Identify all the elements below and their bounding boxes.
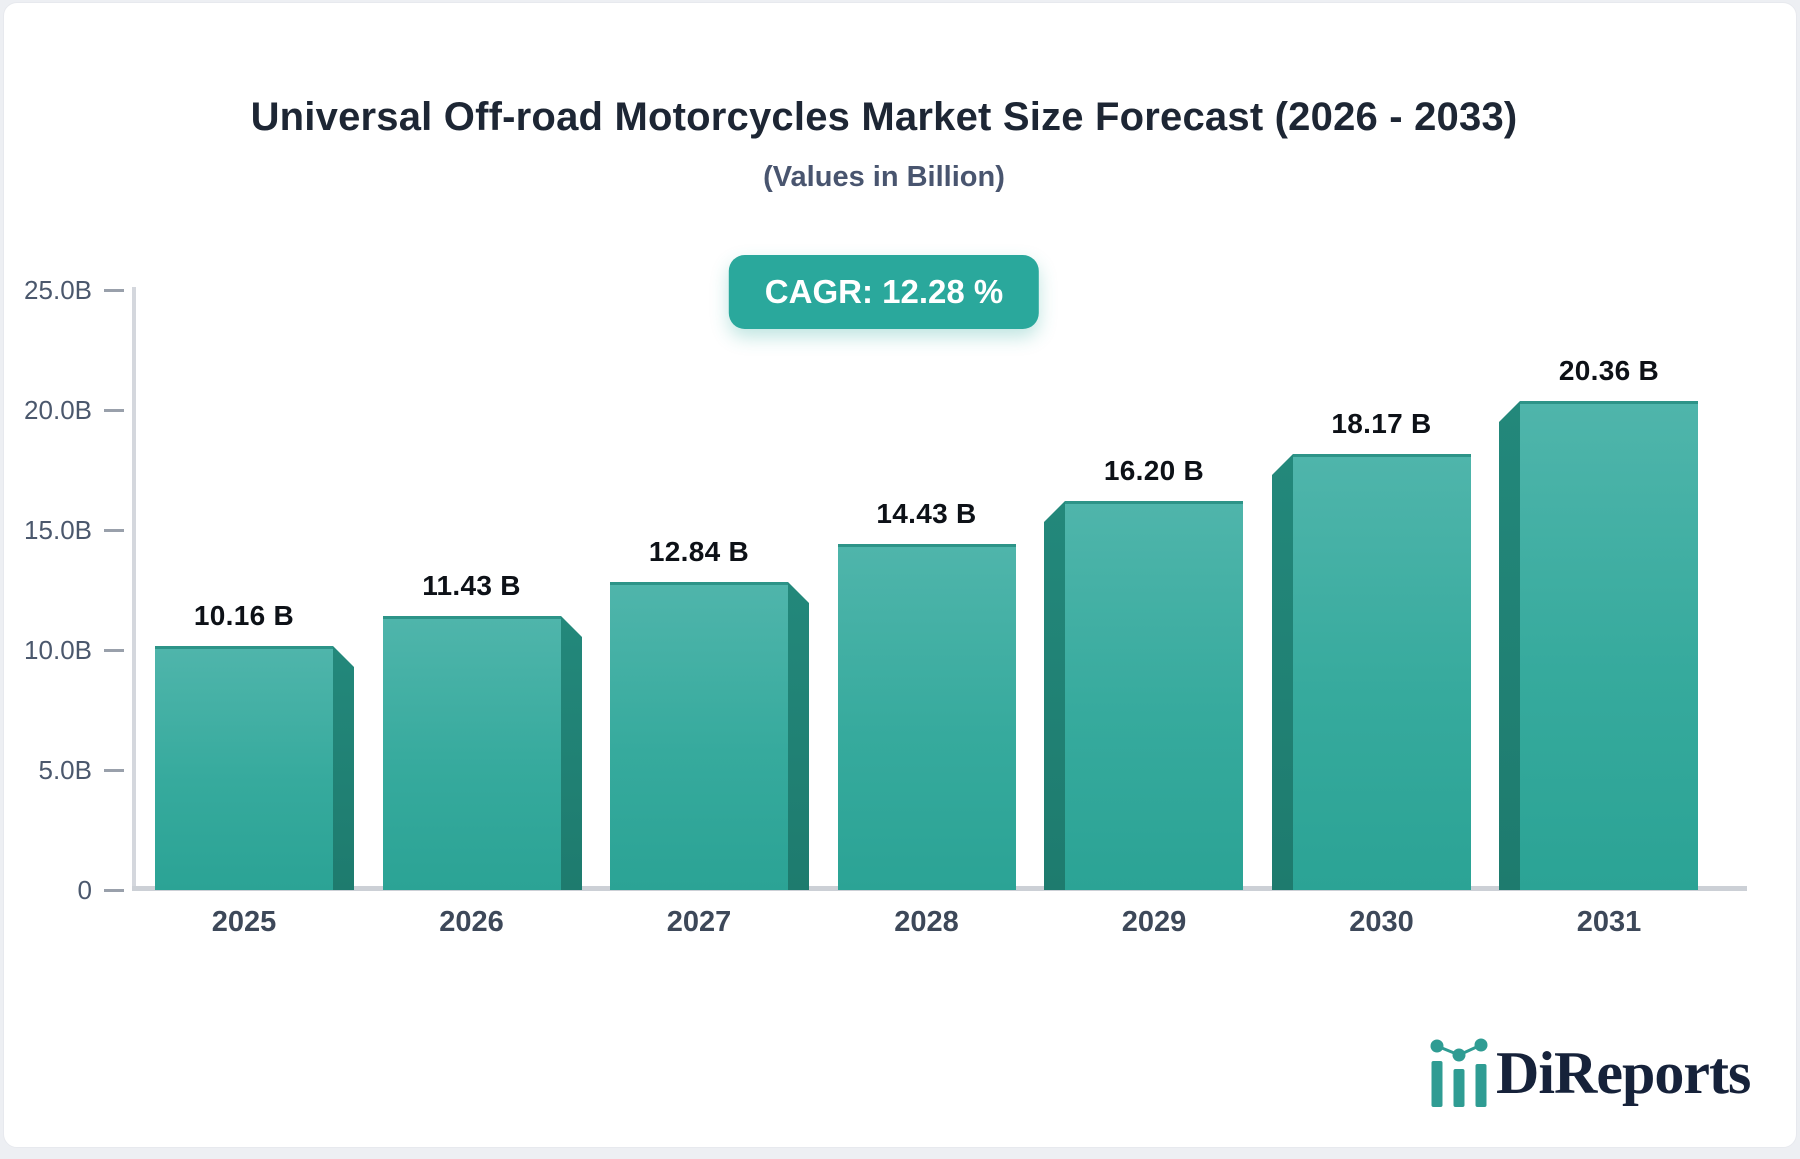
brand-logo: DiReports [1430,1037,1751,1109]
x-axis-label: 2025 [211,906,277,938]
mini-bar-chart-logo-icon [1430,1038,1488,1107]
bar-value-label: 20.36 B [1558,355,1660,386]
y-axis-tick [104,649,124,652]
bar-side-2030 [1272,454,1293,890]
y-axis-label: 25.0B [24,275,92,305]
bar-value-label: 16.20 B [1103,455,1205,486]
chart-subtitle: (Values in Billion) [763,161,1005,193]
y-axis-tick [104,409,124,412]
y-axis-label: 5.0B [38,755,93,785]
bar-side-2027 [788,582,809,890]
x-axis-label: 2029 [1121,906,1187,938]
bar-value-label: 11.43 B [422,570,521,601]
y-axis-tick [104,289,124,292]
bar-value-label: 12.84 B [648,536,750,567]
bar-2028 [838,544,1016,890]
y-axis-label: 20.0B [24,395,92,425]
bar-2026 [383,616,561,890]
bar-value-label: 10.16 B [193,600,295,631]
x-axis-label: 2030 [1349,906,1414,938]
y-axis-label: 10.0B [24,635,92,665]
cagr-badge: CAGR: 12.28 % [728,255,1040,329]
bar-side-2031 [1499,401,1520,890]
x-axis-label: 2026 [439,906,504,938]
bar-side-2026 [561,616,582,890]
bar-2027 [610,582,788,890]
bar-side-2025 [333,646,354,890]
chart-card: Universal Off-road Motorcycles Market Si… [3,2,1797,1148]
y-axis-tick [104,529,124,532]
bar-2029 [1065,501,1243,890]
bar-2030 [1293,454,1471,890]
y-axis-label: 0 [77,875,92,905]
brand-logo-text: DiReports [1496,1040,1751,1106]
x-axis-label: 2031 [1576,906,1642,938]
bar-2025 [155,646,333,890]
plot-area: 25.0B 20.0B 15.0B 10.0B 5.0B 0 10.16 B 2025 11.4… [4,3,1800,1159]
bar-2031 [1520,401,1698,890]
y-axis-tick [104,889,124,892]
bar-value-label: 14.43 B [876,498,977,529]
x-axis-label: 2027 [666,906,732,938]
bar-side-2029 [1044,501,1065,890]
y-axis-line [132,287,136,891]
x-axis-label: 2028 [894,906,959,938]
y-axis-label: 15.0B [24,515,92,545]
chart-title: Universal Off-road Motorcycles Market Si… [250,95,1518,139]
y-axis-tick [104,769,124,772]
bar-value-label: 18.17 B [1331,408,1432,439]
